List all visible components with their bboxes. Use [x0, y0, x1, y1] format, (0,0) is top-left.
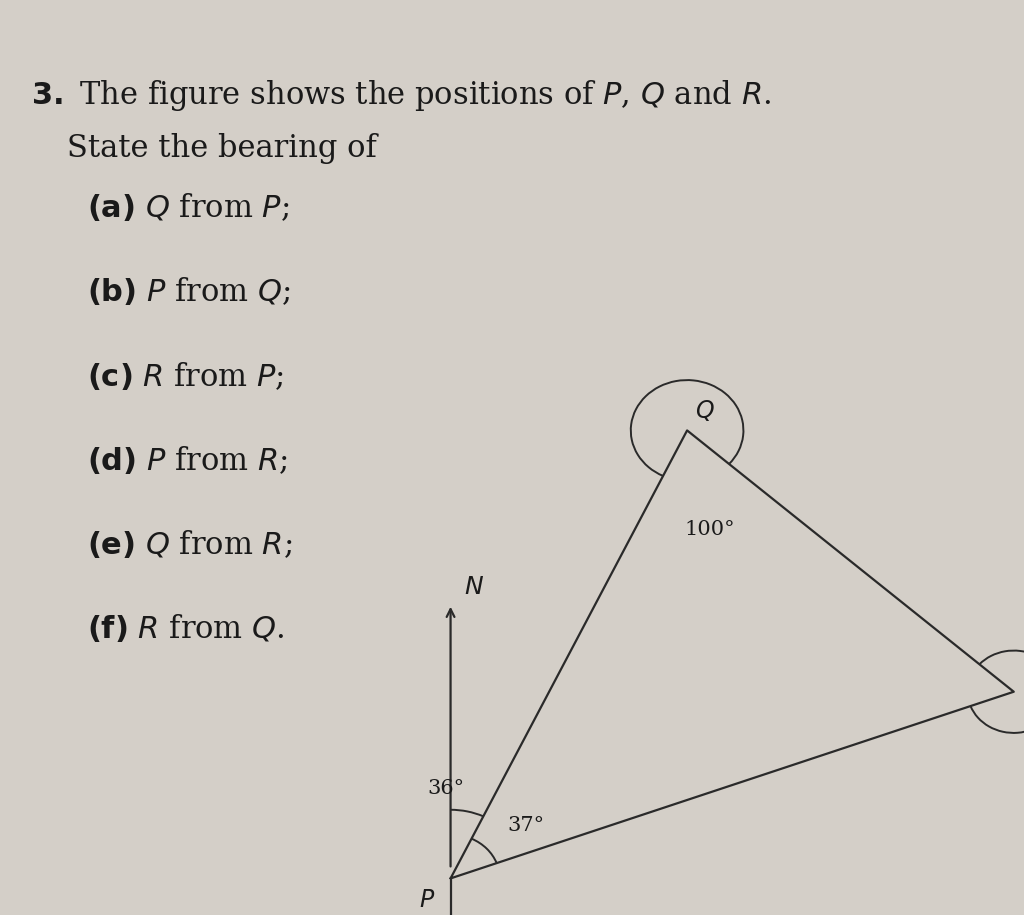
- Text: $N$: $N$: [464, 576, 484, 599]
- Text: $\mathbf{(a)}$ $Q$ from $P$;: $\mathbf{(a)}$ $Q$ from $P$;: [87, 192, 290, 224]
- Text: $\mathbf{(c)}$ $R$ from $P$;: $\mathbf{(c)}$ $R$ from $P$;: [87, 361, 284, 393]
- Text: $\mathbf{(e)}$ $Q$ from $R$;: $\mathbf{(e)}$ $Q$ from $R$;: [87, 529, 292, 561]
- Text: State the bearing of: State the bearing of: [67, 133, 376, 164]
- Text: $\mathbf{3.}$ The figure shows the positions of $P$, $Q$ and $R$.: $\mathbf{3.}$ The figure shows the posit…: [31, 78, 771, 113]
- Text: 37°: 37°: [507, 815, 544, 834]
- Text: $\mathbf{(b)}$ $P$ from $Q$;: $\mathbf{(b)}$ $P$ from $Q$;: [87, 276, 291, 308]
- Text: $\mathbf{(d)}$ $P$ from $R$;: $\mathbf{(d)}$ $P$ from $R$;: [87, 445, 288, 477]
- Text: $\mathbf{(f)}$ $R$ from $Q$.: $\mathbf{(f)}$ $R$ from $Q$.: [87, 613, 285, 645]
- Text: $Q$: $Q$: [695, 398, 715, 423]
- Text: 36°: 36°: [427, 779, 464, 798]
- Text: 100°: 100°: [684, 520, 735, 539]
- Text: $P$: $P$: [419, 889, 435, 912]
